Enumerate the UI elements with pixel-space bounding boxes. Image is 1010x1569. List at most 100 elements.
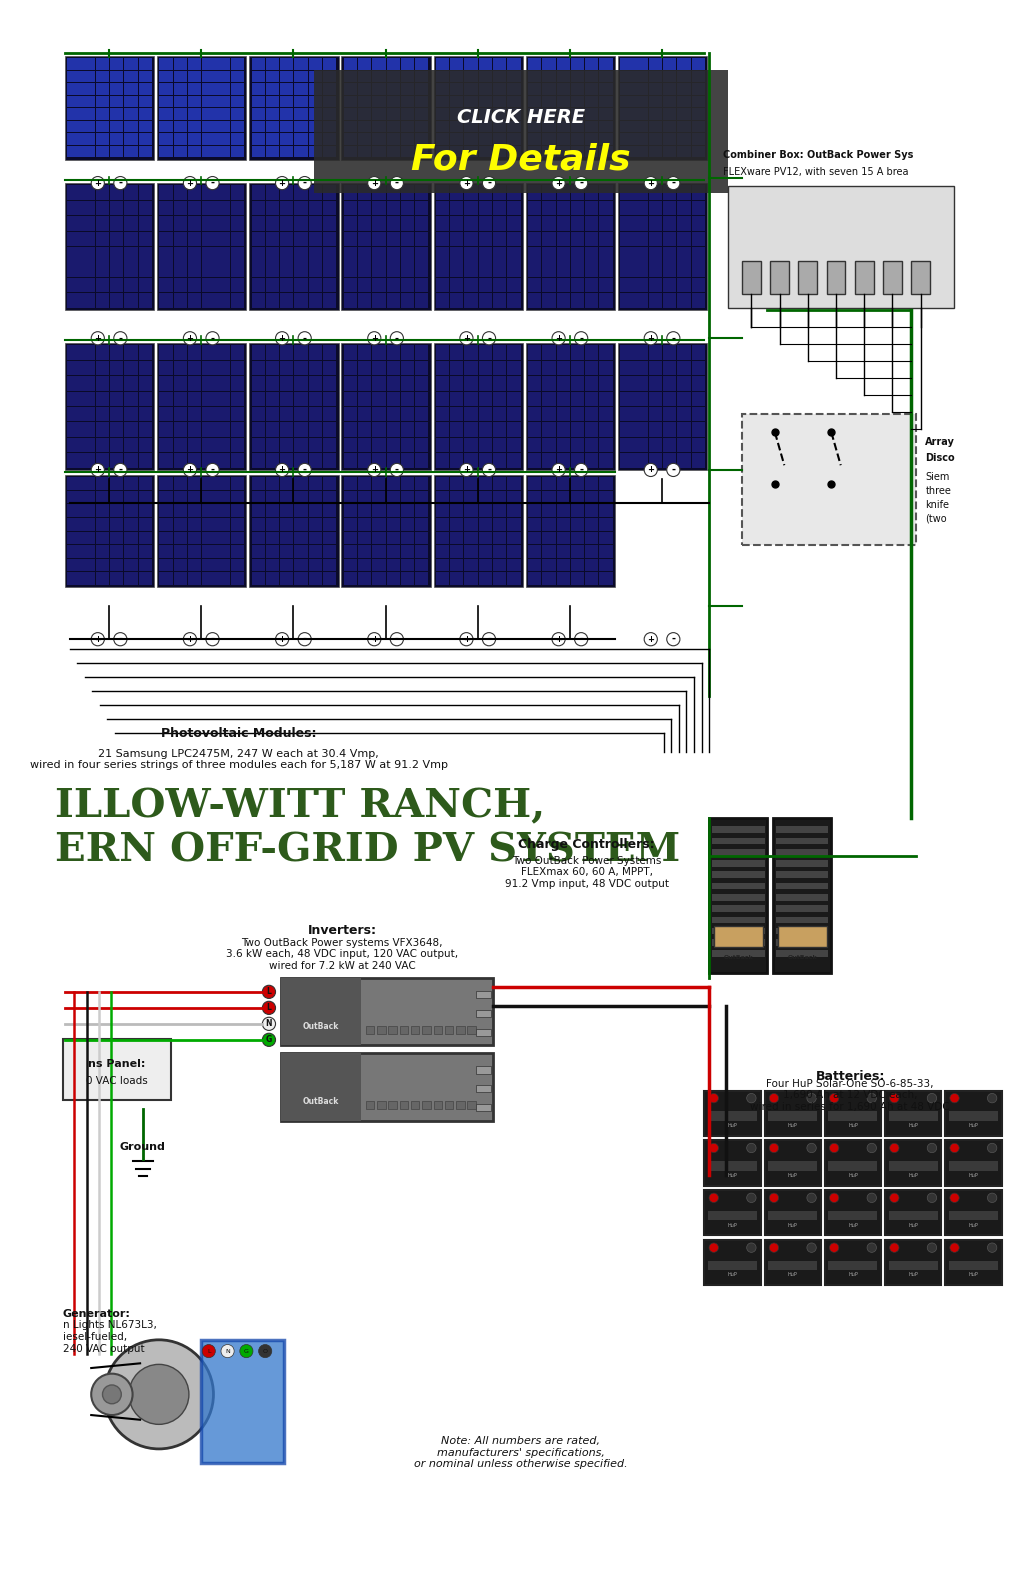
Circle shape xyxy=(890,1243,899,1252)
Circle shape xyxy=(552,632,566,646)
Bar xyxy=(82,477,95,490)
Bar xyxy=(160,504,173,516)
Circle shape xyxy=(927,1094,936,1103)
Bar xyxy=(358,345,372,359)
Bar xyxy=(174,477,187,490)
Text: +: + xyxy=(187,334,194,342)
Bar xyxy=(634,377,647,391)
Bar xyxy=(528,392,541,406)
Bar xyxy=(68,518,81,530)
Bar xyxy=(415,361,428,375)
Bar xyxy=(528,573,541,585)
Circle shape xyxy=(829,1243,839,1252)
Circle shape xyxy=(988,1144,997,1153)
Bar xyxy=(769,1211,817,1221)
Bar xyxy=(343,83,357,96)
Bar xyxy=(266,217,279,231)
Bar xyxy=(542,422,556,436)
Text: +: + xyxy=(279,466,286,474)
Bar xyxy=(599,146,613,157)
Bar xyxy=(280,345,293,359)
Bar xyxy=(692,345,705,359)
Bar xyxy=(401,262,414,276)
Bar xyxy=(230,278,244,292)
Bar xyxy=(599,262,613,276)
Bar xyxy=(160,121,173,132)
Bar xyxy=(251,201,265,215)
Text: Disco: Disco xyxy=(925,453,955,463)
Bar xyxy=(507,504,520,516)
Bar xyxy=(96,71,109,83)
Text: +: + xyxy=(463,635,470,643)
Text: -: - xyxy=(210,464,214,475)
Circle shape xyxy=(746,1192,756,1202)
Bar xyxy=(663,146,677,157)
Bar xyxy=(216,477,229,490)
Bar xyxy=(450,518,464,530)
Bar xyxy=(294,121,308,132)
Text: -: - xyxy=(303,333,307,344)
Bar xyxy=(620,246,633,262)
Bar xyxy=(266,185,279,199)
Bar xyxy=(280,406,293,422)
Bar xyxy=(401,406,414,422)
Bar xyxy=(174,559,187,571)
Bar xyxy=(507,71,520,83)
Bar xyxy=(542,83,556,96)
Bar xyxy=(585,133,598,144)
Circle shape xyxy=(709,1243,718,1252)
Bar xyxy=(323,491,336,504)
Bar xyxy=(343,361,357,375)
Bar xyxy=(479,559,492,571)
Bar xyxy=(202,559,215,571)
Bar xyxy=(493,406,506,422)
Bar xyxy=(280,361,293,375)
Bar xyxy=(678,121,691,132)
Text: +: + xyxy=(187,179,194,188)
Bar xyxy=(96,422,109,436)
Text: OutBack: OutBack xyxy=(723,954,753,960)
Bar xyxy=(138,361,152,375)
Bar xyxy=(110,559,123,571)
Bar xyxy=(450,345,464,359)
Bar xyxy=(663,96,677,107)
Bar xyxy=(557,83,570,96)
Bar xyxy=(648,406,662,422)
Bar xyxy=(415,262,428,276)
Bar xyxy=(188,278,201,292)
Bar xyxy=(216,246,229,262)
Bar xyxy=(188,262,201,276)
Bar xyxy=(678,71,691,83)
Bar xyxy=(138,293,152,308)
Bar xyxy=(479,83,492,96)
Bar xyxy=(373,377,386,391)
Bar xyxy=(230,504,244,516)
Bar xyxy=(450,453,464,468)
Bar xyxy=(188,438,201,452)
Bar xyxy=(493,96,506,107)
Bar xyxy=(294,201,308,215)
Bar xyxy=(692,146,705,157)
Bar xyxy=(465,422,478,436)
Bar xyxy=(294,185,308,199)
Bar xyxy=(343,477,357,490)
Bar xyxy=(216,217,229,231)
Bar xyxy=(266,96,279,107)
Bar xyxy=(618,184,707,311)
Bar xyxy=(280,559,293,571)
Bar xyxy=(280,453,293,468)
Bar xyxy=(280,293,293,308)
Bar xyxy=(110,392,123,406)
Bar xyxy=(230,491,244,504)
Bar xyxy=(599,392,613,406)
Bar xyxy=(465,453,478,468)
Bar xyxy=(528,246,541,262)
Bar xyxy=(479,406,492,422)
Bar xyxy=(585,544,598,559)
Bar xyxy=(343,573,357,585)
Bar xyxy=(96,262,109,276)
Bar xyxy=(343,201,357,215)
Bar xyxy=(528,422,541,436)
Bar xyxy=(280,518,293,530)
Bar xyxy=(401,121,414,132)
